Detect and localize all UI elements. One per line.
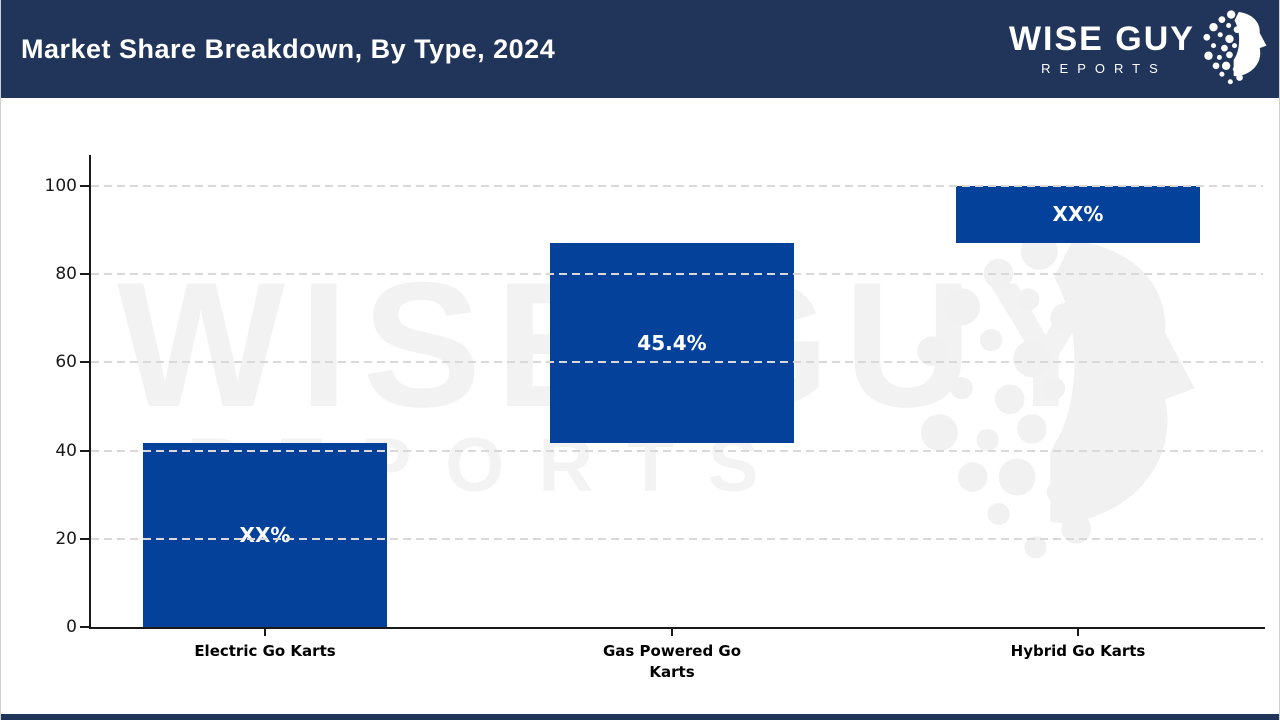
dotted-head-icon [1203, 10, 1267, 85]
logo-text: WISE GUY REPORTS [1009, 22, 1195, 76]
bar-value-label-gas-powered-go-karts: 45.4% [637, 330, 707, 355]
footer-bar [1, 714, 1279, 720]
y-tick-mark-80 [80, 273, 89, 276]
logo-name: WISE GUY [1008, 20, 1195, 58]
x-axis-line [89, 627, 1265, 629]
y-axis-line [89, 155, 91, 629]
y-tick-label-0: 0 [66, 617, 77, 637]
gridline-20 [91, 537, 1263, 540]
bar-electric-go-karts: XX% [143, 443, 387, 627]
y-tick-label-100: 100 [44, 176, 77, 196]
y-tick-mark-0 [80, 626, 89, 628]
wise-guy-reports-logo: WISE GUY REPORTS [1009, 7, 1279, 91]
gridline-100 [91, 185, 1263, 187]
y-tick-label-60: 60 [55, 352, 77, 373]
x-tick-mark-gas-powered-go-karts [671, 629, 673, 636]
logo-subtitle: REPORTS [1041, 61, 1167, 76]
chart-area: WISE GUY REPORTS 0 20 40 60 80 100 XX% 45.4% XX%… [1, 98, 1279, 715]
bar-gas-powered-go-karts: 45.4% [550, 242, 794, 444]
gridline-80 [91, 273, 1263, 276]
y-tick-mark-40 [80, 449, 89, 452]
x-tick-mark-electric-go-karts [264, 629, 266, 636]
x-category-label-hybrid-go-karts: Hybrid Go Karts [1010, 642, 1146, 660]
x-category-label-electric-go-karts: Electric Go Karts [194, 642, 336, 660]
gridline-40 [91, 449, 1263, 452]
y-tick-label-80: 80 [55, 264, 77, 285]
y-tick-label-20: 20 [55, 528, 77, 549]
x-category-label-gas-powered-go-karts: Gas Powered Go Karts [602, 642, 742, 681]
bar-value-label-hybrid-go-karts: XX% [1052, 202, 1104, 227]
y-tick-mark-60 [80, 361, 89, 364]
gridline-60 [91, 361, 1263, 364]
header-bar: Market Share Breakdown, By Type, 2024 WI… [1, 0, 1279, 98]
y-tick-label-40: 40 [55, 440, 77, 461]
x-tick-mark-hybrid-go-karts [1077, 629, 1079, 636]
bar-value-label-electric-go-karts: XX% [239, 523, 291, 548]
y-tick-mark-100 [80, 185, 89, 187]
page-title: Market Share Breakdown, By Type, 2024 [21, 33, 556, 64]
bar-hybrid-go-karts: XX% [956, 186, 1200, 243]
y-tick-mark-20 [80, 537, 89, 540]
